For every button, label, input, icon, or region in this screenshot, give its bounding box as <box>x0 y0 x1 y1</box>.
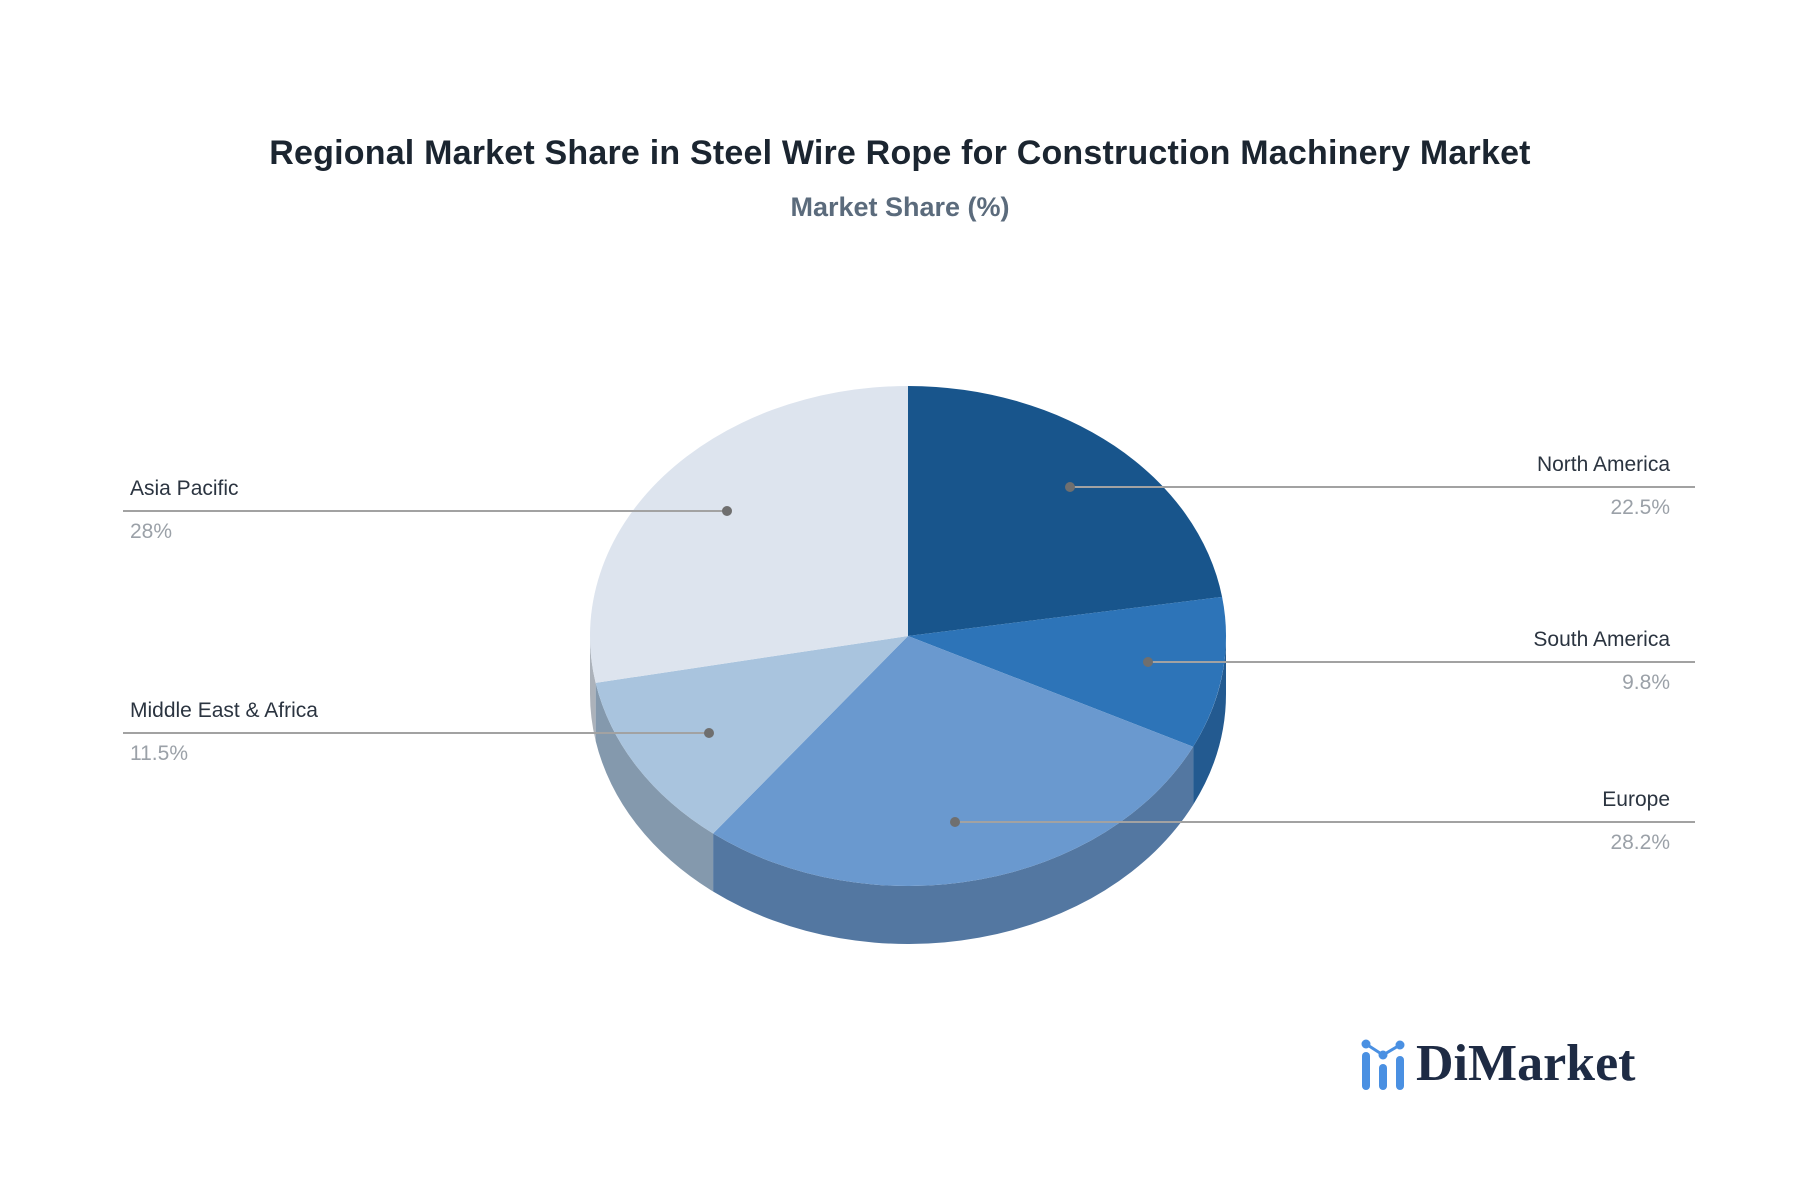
label-leader-dot <box>1065 482 1075 492</box>
slice-label: North America <box>1536 453 1670 476</box>
slice-value: 28.2% <box>1610 831 1670 854</box>
pie-slice-north-america[interactable] <box>908 386 1223 636</box>
pie-slice-side <box>713 746 1194 944</box>
pie-slice-side <box>590 636 596 741</box>
pie-slice-asia-pacific[interactable] <box>589 386 908 683</box>
slice-value: 22.5% <box>1610 496 1670 519</box>
chart-title: Regional Market Share in Steel Wire Rope… <box>269 134 1531 172</box>
pie-slice-europe[interactable] <box>713 636 1194 886</box>
logo-text: DiMarket <box>1416 1035 1636 1093</box>
label-leader-dot <box>950 817 960 827</box>
chart-subtitle: Market Share (%) <box>790 192 1010 222</box>
bar-line-chart-icon <box>1361 1039 1405 1090</box>
pie-slice-side <box>1193 636 1226 805</box>
slice-value: 9.8% <box>1622 671 1670 694</box>
pie-slice-middle-east-africa[interactable] <box>595 636 908 834</box>
label-leader-dot <box>722 506 732 516</box>
label-leader-dot <box>704 728 714 738</box>
slice-value: 28% <box>130 520 173 543</box>
slice-label: South America <box>1533 628 1670 651</box>
slice-label: Asia Pacific <box>130 477 239 500</box>
pie-slice-side <box>595 682 714 892</box>
slice-label: Middle East & Africa <box>130 699 318 722</box>
label-leader-dot <box>1143 657 1153 667</box>
pie-slice-south-america[interactable] <box>908 596 1226 747</box>
slice-label: Europe <box>1602 788 1670 811</box>
logo: DiMarket <box>1360 1038 1635 1090</box>
slice-value: 11.5% <box>130 742 188 765</box>
